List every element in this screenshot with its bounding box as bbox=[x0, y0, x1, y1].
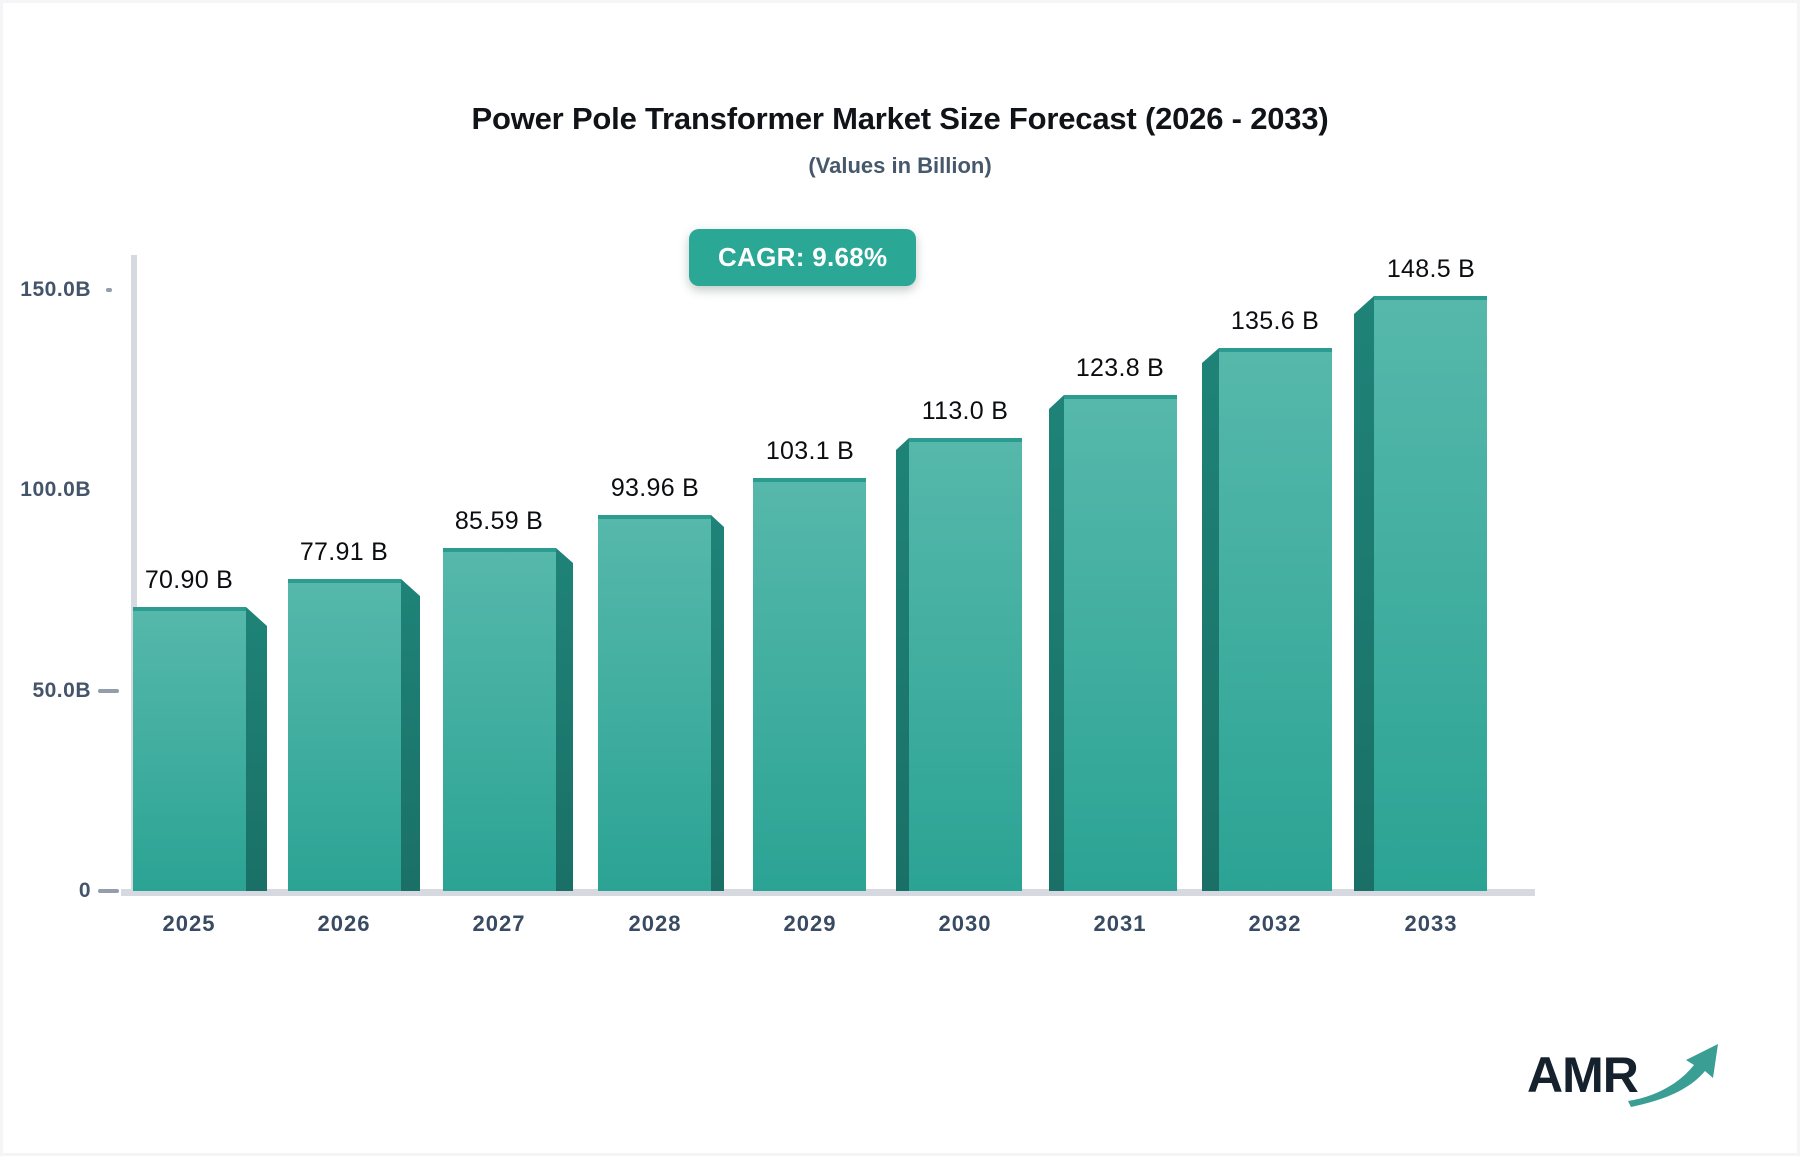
x-axis-label: 2032 bbox=[1248, 911, 1302, 936]
bar-value-label: 123.8 B bbox=[1075, 354, 1165, 382]
bar bbox=[1219, 348, 1332, 891]
growth-arrow-icon bbox=[1627, 1044, 1718, 1107]
bar-top-edge bbox=[1374, 296, 1487, 300]
bar-value-label: 77.91 B bbox=[299, 538, 389, 566]
y-axis-tick-label: 50.0B bbox=[32, 678, 91, 702]
x-axis-label: 2027 bbox=[472, 911, 526, 936]
bar-top-edge bbox=[443, 548, 556, 552]
x-axis-label: 2031 bbox=[1093, 911, 1147, 936]
amr-logo-text: AMR bbox=[1527, 1047, 1639, 1103]
bar-value-label: 93.96 B bbox=[610, 474, 700, 502]
bar bbox=[443, 548, 556, 891]
x-axis-label: 2026 bbox=[317, 911, 371, 936]
y-axis-tick-mark bbox=[106, 288, 112, 292]
bar bbox=[909, 438, 1022, 891]
y-axis-tick-label: 0 bbox=[78, 879, 91, 902]
cagr-badge: CAGR: 9.68% bbox=[689, 229, 917, 286]
bar-3d-side bbox=[896, 438, 909, 891]
y-axis-tick-mark bbox=[98, 889, 119, 893]
bar-3d-side bbox=[711, 515, 724, 891]
bar-3d-side bbox=[1202, 348, 1219, 891]
bar-value-label: 103.1 B bbox=[765, 437, 855, 465]
bar-top-edge bbox=[909, 438, 1022, 442]
bar-value-label: 135.6 B bbox=[1230, 307, 1320, 335]
bar-top-edge bbox=[1219, 348, 1332, 352]
x-axis-label: 2028 bbox=[628, 911, 682, 936]
bar-3d-side bbox=[556, 548, 573, 891]
bar-value-label: 85.59 B bbox=[454, 507, 544, 535]
y-axis-tick-label: 150.0B bbox=[20, 278, 91, 301]
x-axis-label: 2033 bbox=[1404, 911, 1458, 936]
y-axis-tick-label: 100.0B bbox=[20, 478, 91, 502]
bar-value-label: 70.90 B bbox=[144, 566, 234, 594]
bar bbox=[1064, 395, 1177, 891]
x-axis-baseline bbox=[121, 889, 1535, 896]
bar-3d-side bbox=[401, 579, 420, 891]
bar-top-edge bbox=[753, 478, 866, 482]
bar-3d-side bbox=[1354, 296, 1374, 891]
bar-3d-side bbox=[246, 607, 267, 891]
bar bbox=[1374, 296, 1487, 891]
x-axis-label: 2029 bbox=[783, 911, 837, 936]
chart-title: Power Pole Transformer Market Size Forec… bbox=[471, 101, 1329, 136]
x-axis-label: 2025 bbox=[162, 911, 216, 936]
y-axis-tick-mark bbox=[98, 688, 119, 693]
amr-logo: AMR bbox=[1527, 1035, 1737, 1115]
bar-top-edge bbox=[1064, 395, 1177, 399]
bar bbox=[288, 579, 401, 891]
bar bbox=[753, 478, 866, 891]
bar-value-label: 148.5 B bbox=[1386, 255, 1476, 283]
bar-top-edge bbox=[133, 607, 246, 611]
y-axis-line bbox=[131, 255, 137, 892]
bar-top-edge bbox=[288, 579, 401, 583]
bar-value-label: 113.0 B bbox=[921, 397, 1009, 425]
bar-3d-side bbox=[1049, 395, 1064, 891]
bar bbox=[598, 515, 711, 891]
bar bbox=[133, 607, 246, 891]
bar-top-edge bbox=[598, 515, 711, 519]
chart-subtitle: (Values in Billion) bbox=[808, 153, 992, 178]
x-axis-label: 2030 bbox=[938, 911, 992, 936]
